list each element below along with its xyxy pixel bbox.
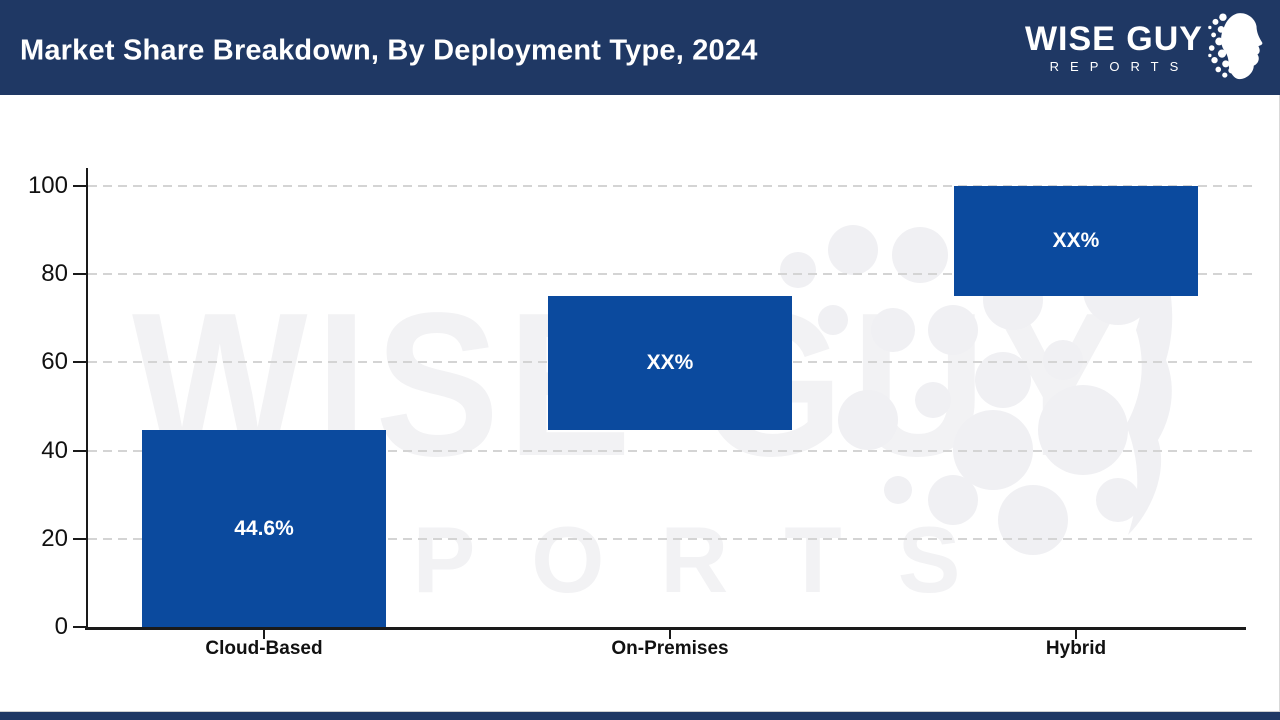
y-tick-label: 100 [27,172,68,199]
y-tick-label: 0 [54,613,68,640]
y-tick-label: 80 [41,260,68,288]
header: Market Share Breakdown, By Deployment Ty… [0,0,1280,95]
y-tick-mark [73,185,86,187]
bar-value-label: XX% [646,351,694,375]
gridline [88,185,1253,187]
y-tick-label: 20 [41,524,68,552]
category-label: Hybrid [1045,638,1107,659]
bar-hybrid: XX% [954,186,1198,297]
logo-text: WISE GUY REPORTS [1025,22,1203,73]
footer-bar [0,712,1280,720]
logo-wordmark: WISE GUY [1024,20,1203,58]
y-axis-line [86,168,88,629]
y-tick-mark [73,537,86,540]
page-title: Market Share Breakdown, By Deployment Ty… [20,34,758,67]
y-tick-label: 40 [41,436,68,464]
bottom-hairline [0,711,1280,712]
category-label: On-Premises [611,638,729,659]
x-tick-mark [263,630,265,639]
gridline [88,537,1253,540]
x-axis-line [85,627,1246,630]
logo-subtext: REPORTS [1049,59,1190,74]
x-tick-mark [669,630,671,639]
y-tick-mark [73,361,86,364]
bar-cloud-based: 44.6% [142,430,386,627]
x-tick-mark [1075,630,1077,639]
y-tick-mark [73,273,86,276]
bar-value-label: 44.6% [234,516,294,540]
logo-face-icon [1208,12,1263,79]
y-tick-mark [73,449,86,452]
gridline [88,449,1253,452]
y-tick-label: 60 [41,348,68,376]
gridline [88,273,1253,276]
brand-logo: WISE GUY REPORTS [1025,5,1264,90]
category-label: Cloud-Based [205,638,323,659]
bar-value-label: XX% [1052,229,1100,253]
y-tick-mark [73,626,86,628]
bar-on-premises: XX% [548,296,792,431]
